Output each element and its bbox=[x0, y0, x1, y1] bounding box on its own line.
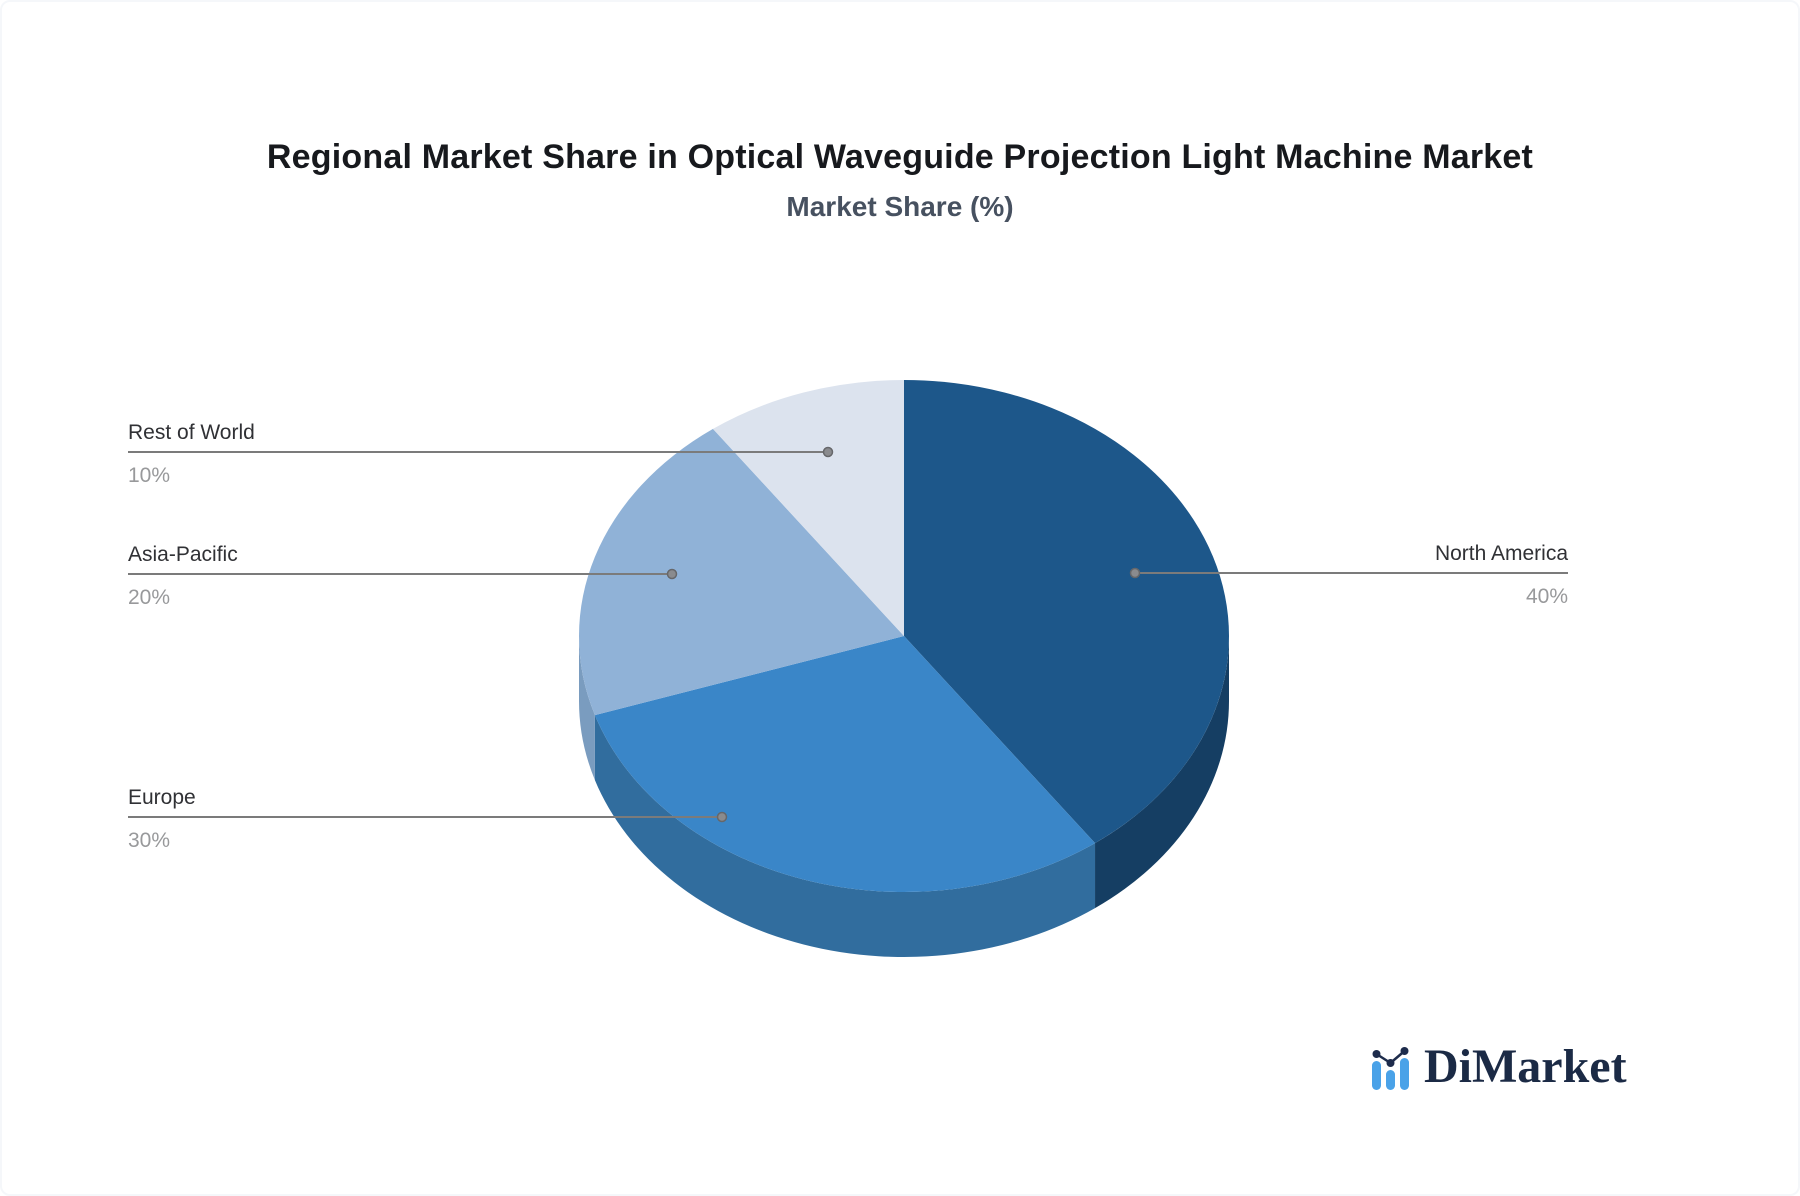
logo-dot-1 bbox=[1372, 1050, 1381, 1058]
pie-slice-north-america bbox=[904, 380, 1229, 844]
dimarket-logo: DiMarket bbox=[1372, 1040, 1627, 1093]
slice-label: Asia-Pacific bbox=[128, 543, 238, 566]
slice-value: 30% bbox=[128, 829, 171, 852]
chart-title: Regional Market Share in Optical Wavegui… bbox=[266, 138, 1534, 176]
logo-bar-2 bbox=[1386, 1070, 1395, 1090]
leader-dot-north-america bbox=[1129, 567, 1141, 579]
pie-side-europe bbox=[594, 715, 1096, 957]
pie-side-north-america bbox=[1095, 636, 1229, 909]
logo-bar-1 bbox=[1372, 1061, 1381, 1090]
callout-asia-pacific: Asia-Pacific 20% bbox=[128, 543, 688, 610]
slice-label: Rest of World bbox=[128, 421, 255, 444]
logo-wordmark: DiMarket bbox=[1424, 1040, 1627, 1093]
callout-rest-of-world: Rest of World 10% bbox=[128, 421, 688, 488]
leader-dot-asia-pacific bbox=[666, 568, 678, 580]
logo-dot-2 bbox=[1386, 1059, 1395, 1067]
pie-slice-rest-of-world bbox=[712, 380, 904, 636]
slice-label: North America bbox=[1434, 542, 1568, 565]
slice-label: Europe bbox=[128, 786, 196, 809]
dimarket-barchart-icon bbox=[1372, 1047, 1409, 1090]
pie-slice-asia-pacific bbox=[579, 428, 904, 716]
callout-europe: Europe 30% bbox=[128, 786, 688, 853]
logo-bar-3 bbox=[1400, 1058, 1409, 1090]
logo-dot-3 bbox=[1400, 1047, 1409, 1055]
leader-dot-europe bbox=[716, 811, 728, 823]
chart-subtitle: Market Share (%) bbox=[786, 191, 1014, 222]
slice-value: 10% bbox=[128, 464, 171, 487]
slice-value: 20% bbox=[128, 586, 171, 609]
pie-side-asia-pacific bbox=[579, 636, 595, 781]
leader-dot-rest-of-world bbox=[822, 446, 834, 458]
pie-slice-europe bbox=[594, 636, 1096, 892]
slice-value: 40% bbox=[1525, 585, 1568, 608]
callout-north-america: North America 40% bbox=[1168, 542, 1568, 609]
